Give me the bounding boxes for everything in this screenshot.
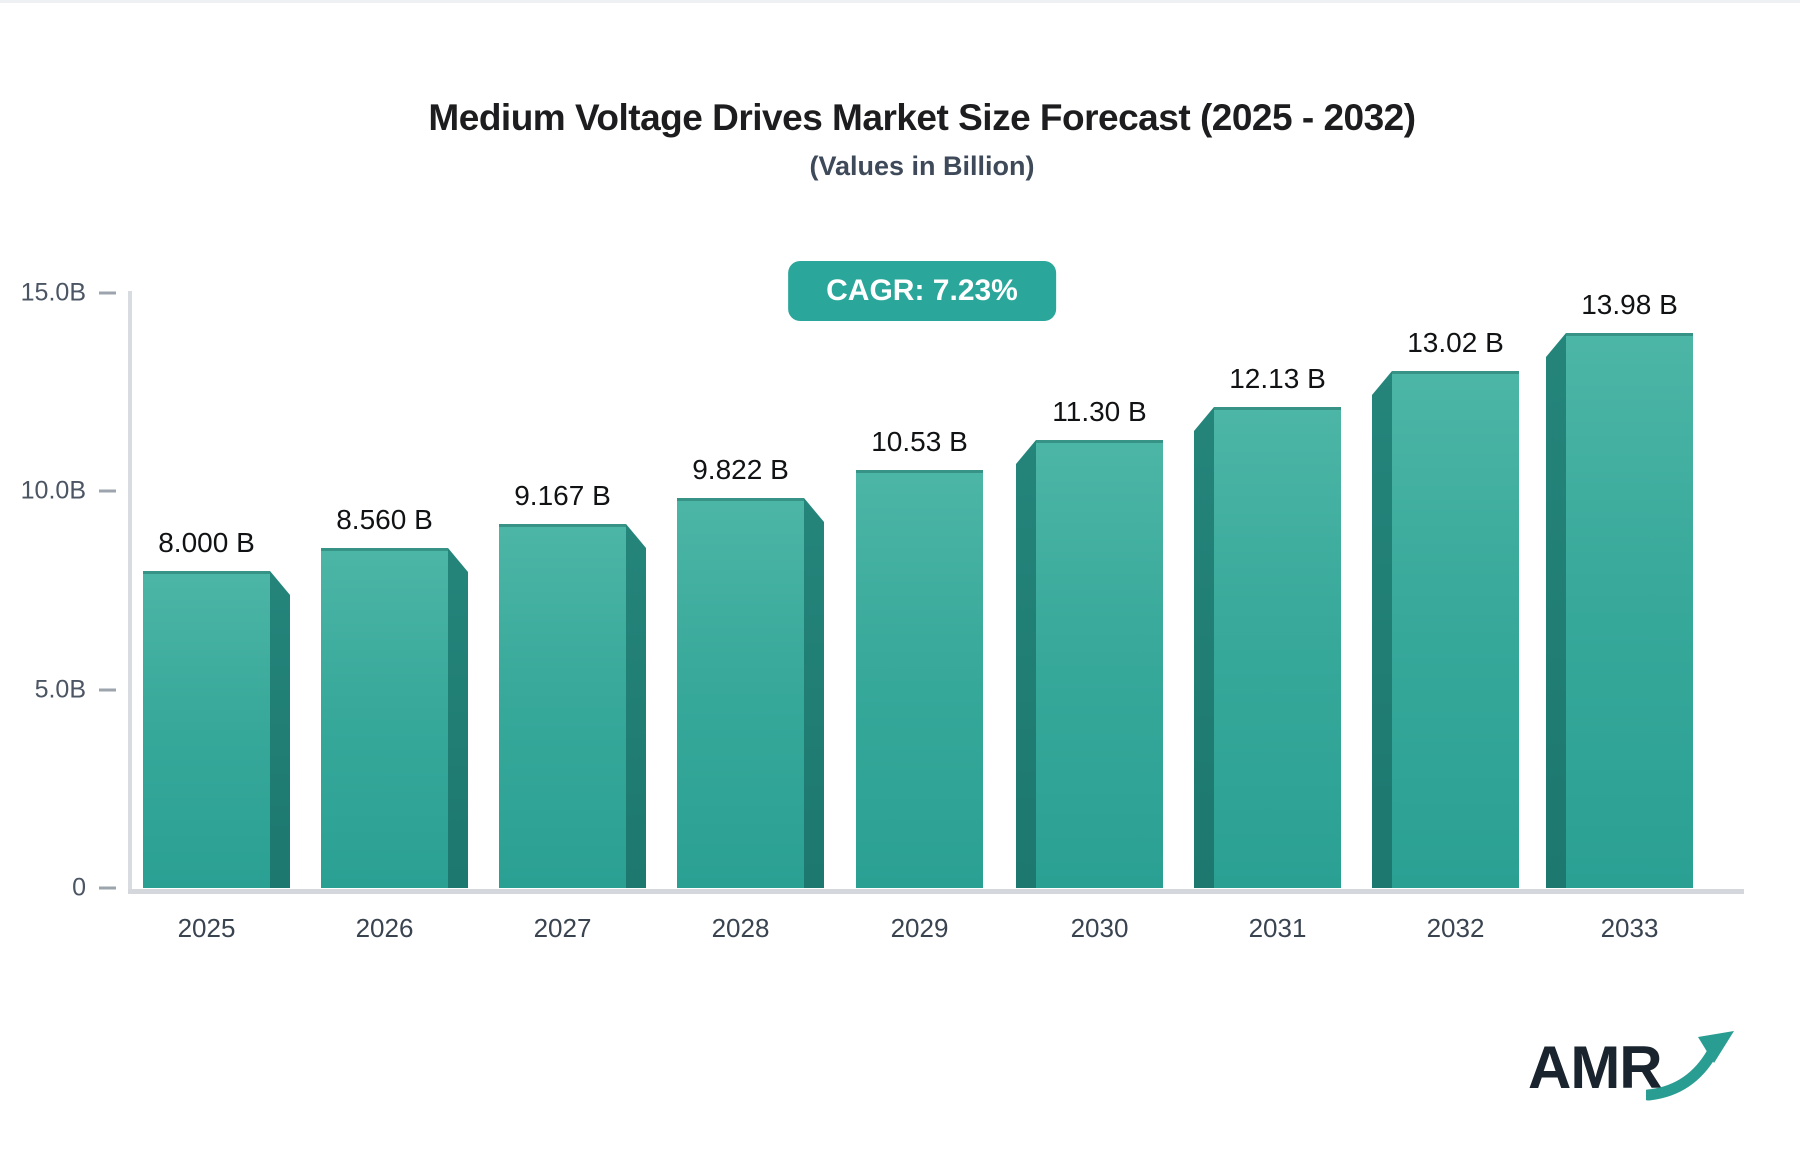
bar-bevel-2032 [1372, 371, 1392, 888]
bar-2032 [1392, 371, 1519, 888]
bar-2025 [143, 571, 270, 888]
bar-bevel-2030 [1016, 440, 1036, 888]
bar-bevel-2026 [448, 548, 468, 888]
x-axis-label-2031: 2031 [1248, 913, 1307, 943]
y-axis-tick-label: 5.0B [34, 675, 86, 704]
bar-2031 [1214, 407, 1341, 888]
cagr-badge: CAGR: 7.23% [788, 261, 1056, 321]
bar-bevel-2027 [626, 524, 646, 888]
bar-value-label: 13.02 B [1407, 327, 1504, 358]
bar-value-label: 10.53 B [871, 426, 968, 457]
bar-2028 [677, 498, 804, 888]
chart-subtitle: (Values in Billion) [809, 151, 1035, 181]
bar-2029 [856, 470, 983, 888]
chart-title: Medium Voltage Drives Market Size Foreca… [428, 97, 1416, 138]
bar-2026 [321, 548, 448, 888]
bar-value-label: 8.000 B [158, 527, 255, 558]
y-axis-line [128, 291, 132, 892]
x-axis-label-2028: 2028 [711, 913, 770, 943]
y-axis-tick-mark [99, 489, 116, 493]
y-axis-tick-mark [99, 688, 116, 692]
x-axis-label-2025: 2025 [177, 913, 236, 943]
amr-logo: AMR [1528, 1029, 1734, 1107]
bar-value-label: 11.30 B [1052, 396, 1147, 427]
y-axis-tick-mark [99, 886, 116, 890]
y-axis-tick-mark [99, 291, 116, 295]
x-axis-label-2027: 2027 [533, 913, 592, 943]
bar-bevel-2028 [804, 498, 824, 888]
bar-chart: 15.0B 10.0B 5.0B 0 8.000 B 8.560 B 9.167 B 9.8… [0, 3, 1800, 1159]
x-axis-label-2029: 2029 [890, 913, 949, 943]
bar-2030 [1036, 440, 1163, 888]
y-axis-tick-label: 0 [72, 873, 86, 902]
x-axis-label-2026: 2026 [355, 913, 414, 943]
y-axis-tick-label: 10.0B [20, 476, 86, 505]
bar-value-label: 9.822 B [692, 454, 789, 485]
bar-bevel-2025 [270, 571, 290, 888]
bar-bevel-2031 [1194, 407, 1214, 888]
bar-bevel-2033 [1546, 333, 1566, 888]
x-axis-line [128, 889, 1744, 894]
bar-value-label: 9.167 B [514, 480, 611, 511]
x-axis-label-2030: 2030 [1070, 913, 1129, 943]
bar-value-label: 12.13 B [1229, 363, 1326, 394]
logo-arrow-icon [1646, 1031, 1734, 1101]
x-axis-label-2033: 2033 [1600, 913, 1659, 943]
x-axis-label-2032: 2032 [1426, 913, 1485, 943]
bar-2033 [1566, 333, 1693, 888]
bar-value-label: 8.560 B [336, 504, 433, 535]
y-axis-tick-label: 15.0B [20, 278, 86, 307]
bar-value-label: 13.98 B [1581, 289, 1678, 320]
logo-text: AMR [1528, 1034, 1663, 1101]
bar-2027 [499, 524, 626, 888]
